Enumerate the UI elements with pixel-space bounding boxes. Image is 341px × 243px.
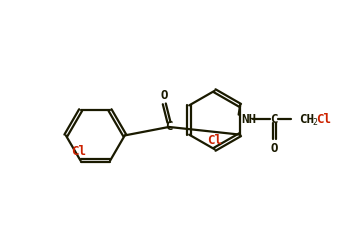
Text: O: O [270, 142, 278, 155]
Text: Cl: Cl [207, 134, 222, 147]
Text: CH: CH [299, 113, 314, 126]
Text: C: C [270, 113, 278, 126]
Text: Cl: Cl [71, 145, 86, 158]
Text: Cl: Cl [316, 113, 331, 126]
Text: C: C [165, 121, 173, 133]
Text: NH: NH [242, 113, 257, 126]
Text: O: O [161, 89, 168, 102]
Text: 2: 2 [312, 118, 317, 127]
